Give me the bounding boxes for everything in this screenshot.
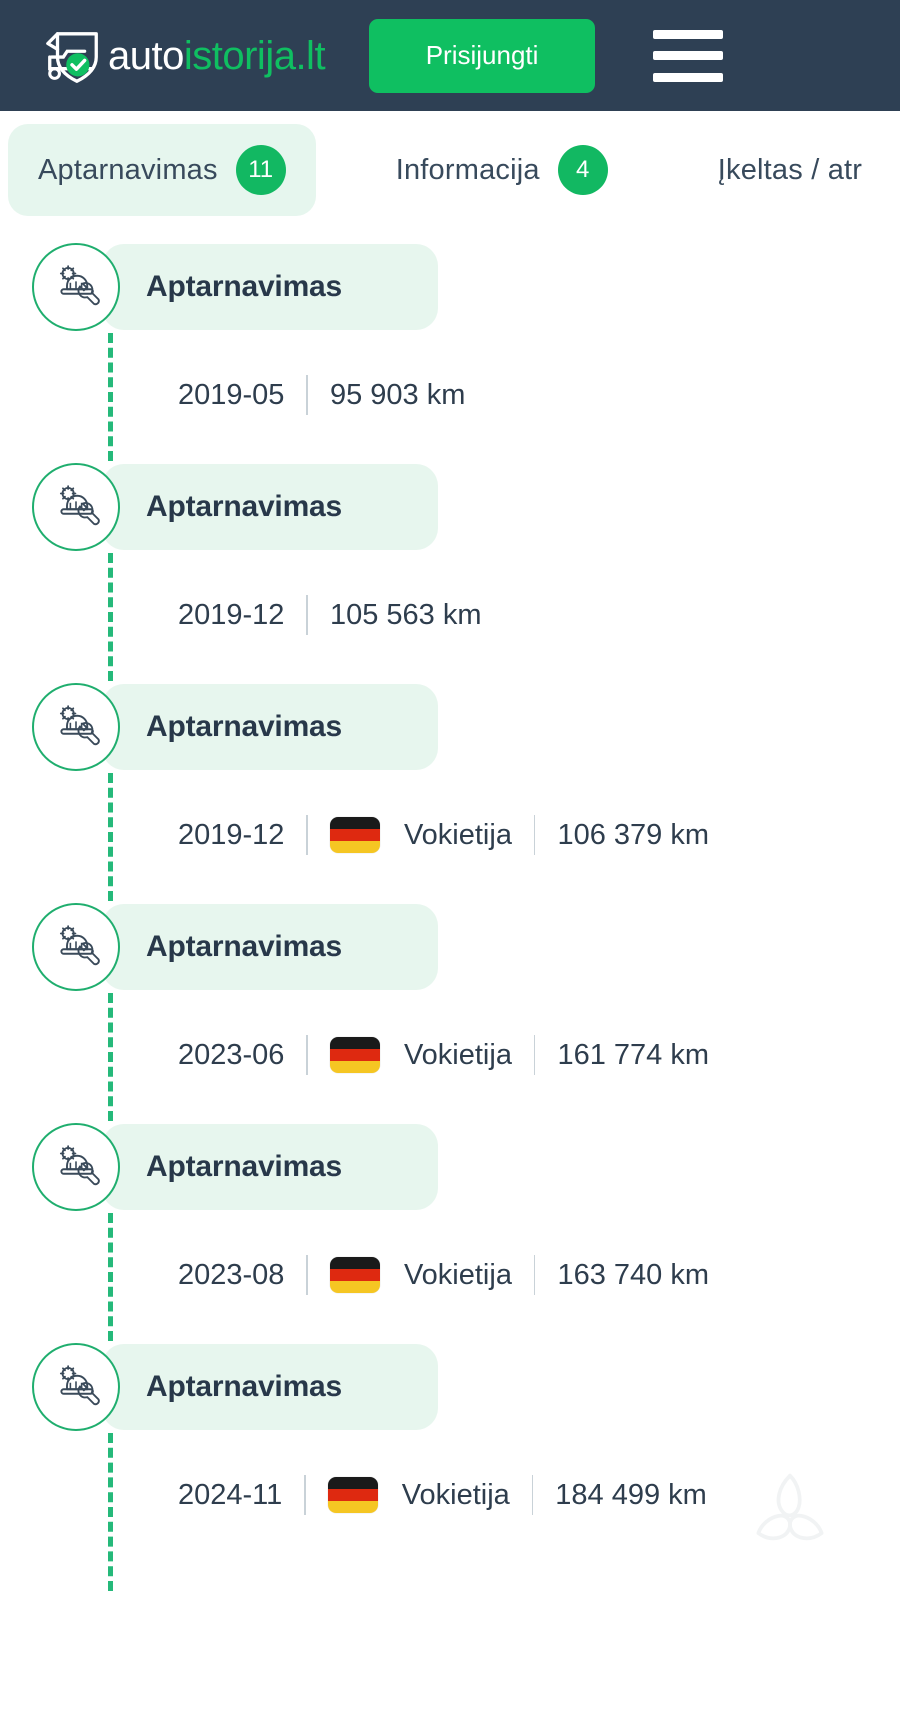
timeline-entry-body: 2024-11 Vokietija 184 499 km — [32, 1433, 900, 1591]
entry-title-text: Aptarnavimas — [146, 930, 343, 963]
gear-wrench-service-icon — [32, 683, 120, 771]
timeline-entry: Aptarnavimas 2019-12 Vokietija 106 379 k… — [0, 681, 900, 901]
tab-ikeltas-atrastas[interactable]: Įkeltas / atr — [688, 124, 892, 216]
gear-wrench-service-icon — [32, 1123, 120, 1211]
timeline-entry-header: Aptarnavimas — [32, 1121, 900, 1213]
germany-flag-icon — [329, 1257, 380, 1293]
entry-mileage: 105 563 km — [329, 598, 482, 631]
germany-flag-icon — [329, 1037, 380, 1073]
entry-country: Vokietija — [401, 1478, 510, 1511]
timeline-entry-title: Aptarnavimas — [102, 904, 438, 990]
timeline-rail — [108, 993, 113, 1121]
timeline-entry-body: 2023-06 Vokietija 161 774 km — [32, 993, 900, 1121]
entry-date: 2019-05 — [178, 378, 285, 411]
timeline-rail — [108, 333, 113, 461]
logo-text-primary: auto — [108, 33, 184, 78]
entry-date: 2019-12 — [178, 818, 285, 851]
hamburger-menu-icon[interactable] — [653, 29, 724, 82]
entry-title-text: Aptarnavimas — [146, 490, 343, 523]
detail-separator — [533, 1255, 536, 1295]
timeline-entry-header: Aptarnavimas — [32, 1341, 900, 1433]
tab-badge: 11 — [235, 145, 286, 195]
entry-detail-row: 2024-11 Vokietija 184 499 km — [178, 1475, 900, 1515]
timeline-entry-title: Aptarnavimas — [102, 244, 438, 330]
detail-separator — [306, 595, 308, 635]
gear-wrench-service-icon — [32, 1343, 120, 1431]
timeline-entry: Aptarnavimas 2024-11 Vokietija 184 499 k… — [0, 1341, 900, 1591]
timeline-entry-header: Aptarnavimas — [32, 461, 900, 553]
entry-title-text: Aptarnavimas — [146, 1370, 343, 1403]
gear-wrench-service-icon — [32, 903, 120, 991]
login-button[interactable]: Prisijungti — [369, 18, 596, 93]
entry-detail-row: 2023-08 Vokietija 163 740 km — [178, 1255, 900, 1295]
timeline-entry-body: 2019-05 95 903 km — [32, 333, 900, 461]
timeline-rail — [108, 773, 113, 901]
entry-country: Vokietija — [403, 1038, 512, 1071]
timeline-rail — [108, 553, 113, 681]
entry-detail-row: 2019-12 Vokietija 106 379 km — [178, 815, 900, 855]
entry-detail-row: 2023-06 Vokietija 161 774 km — [178, 1035, 900, 1075]
hamburger-bar — [653, 29, 724, 39]
entry-mileage: 184 499 km — [555, 1478, 707, 1511]
tab-bar: Aptarnavimas 11 Informacija 4 Įkeltas / … — [0, 111, 900, 229]
shield-check-car-icon — [42, 28, 104, 86]
timeline-entry-header: Aptarnavimas — [32, 241, 900, 333]
logo-text-accent: istorija.lt — [183, 33, 326, 78]
timeline-entry-body: 2019-12 Vokietija 106 379 km — [32, 773, 900, 901]
entry-detail-row: 2019-12 105 563 km — [178, 595, 900, 635]
germany-flag-icon — [327, 1477, 378, 1513]
timeline-entry-body: 2023-08 Vokietija 163 740 km — [32, 1213, 900, 1341]
gear-wrench-service-icon — [32, 243, 120, 331]
timeline-entry-header: Aptarnavimas — [32, 901, 900, 993]
tab-label: Įkeltas / atr — [717, 153, 863, 186]
timeline-rail — [108, 1213, 113, 1341]
timeline-entry-header: Aptarnavimas — [32, 681, 900, 773]
hamburger-bar — [653, 51, 724, 60]
entry-mileage: 95 903 km — [329, 378, 466, 411]
tab-badge: 4 — [557, 145, 608, 195]
timeline-entry: Aptarnavimas 2019-12 105 563 km — [0, 461, 900, 681]
service-timeline: Aptarnavimas 2019-05 95 903 km — [0, 229, 900, 1591]
entry-mileage: 106 379 km — [557, 818, 709, 851]
tab-informacija[interactable]: Informacija 4 — [366, 124, 638, 216]
detail-separator — [531, 1475, 534, 1515]
detail-separator — [304, 1475, 306, 1515]
entry-detail-row: 2019-05 95 903 km — [178, 375, 900, 415]
entry-mileage: 161 774 km — [557, 1038, 709, 1071]
germany-flag-icon — [329, 817, 380, 853]
entry-title-text: Aptarnavimas — [146, 1150, 343, 1183]
gear-wrench-service-icon — [32, 463, 120, 551]
hamburger-bar — [653, 72, 724, 82]
detail-separator — [306, 1255, 308, 1295]
logo[interactable]: autoistorija.lt — [42, 27, 326, 86]
timeline-entry: Aptarnavimas 2019-05 95 903 km — [0, 241, 900, 461]
detail-separator — [306, 815, 308, 855]
entry-title-text: Aptarnavimas — [146, 710, 343, 743]
detail-separator — [306, 375, 308, 415]
entry-country: Vokietija — [403, 1258, 512, 1291]
timeline-entry: Aptarnavimas 2023-08 Vokietija 163 740 k… — [0, 1121, 900, 1341]
entry-date: 2024-11 — [178, 1478, 283, 1511]
detail-separator — [533, 1035, 536, 1075]
logo-text: autoistorija.lt — [108, 33, 326, 78]
timeline-rail — [108, 1433, 113, 1591]
tab-label: Aptarnavimas — [38, 153, 218, 186]
entry-date: 2023-08 — [178, 1258, 285, 1291]
site-header: autoistorija.lt Prisijungti — [0, 0, 900, 111]
timeline-entry-title: Aptarnavimas — [102, 684, 438, 770]
tab-aptarnavimas[interactable]: Aptarnavimas 11 — [8, 124, 316, 216]
entry-title-text: Aptarnavimas — [146, 270, 343, 303]
timeline-entry-title: Aptarnavimas — [102, 464, 438, 550]
detail-separator — [306, 1035, 308, 1075]
entry-date: 2023-06 — [178, 1038, 285, 1071]
entry-date: 2019-12 — [178, 598, 285, 631]
entry-country: Vokietija — [403, 818, 512, 851]
timeline-entry-title: Aptarnavimas — [102, 1344, 438, 1430]
tab-label: Informacija — [395, 153, 540, 186]
detail-separator — [533, 815, 536, 855]
timeline-entry: Aptarnavimas 2023-06 Vokietija 161 774 k… — [0, 901, 900, 1121]
timeline-entry-title: Aptarnavimas — [102, 1124, 438, 1210]
timeline-entry-body: 2019-12 105 563 km — [32, 553, 900, 681]
entry-mileage: 163 740 km — [557, 1258, 709, 1291]
